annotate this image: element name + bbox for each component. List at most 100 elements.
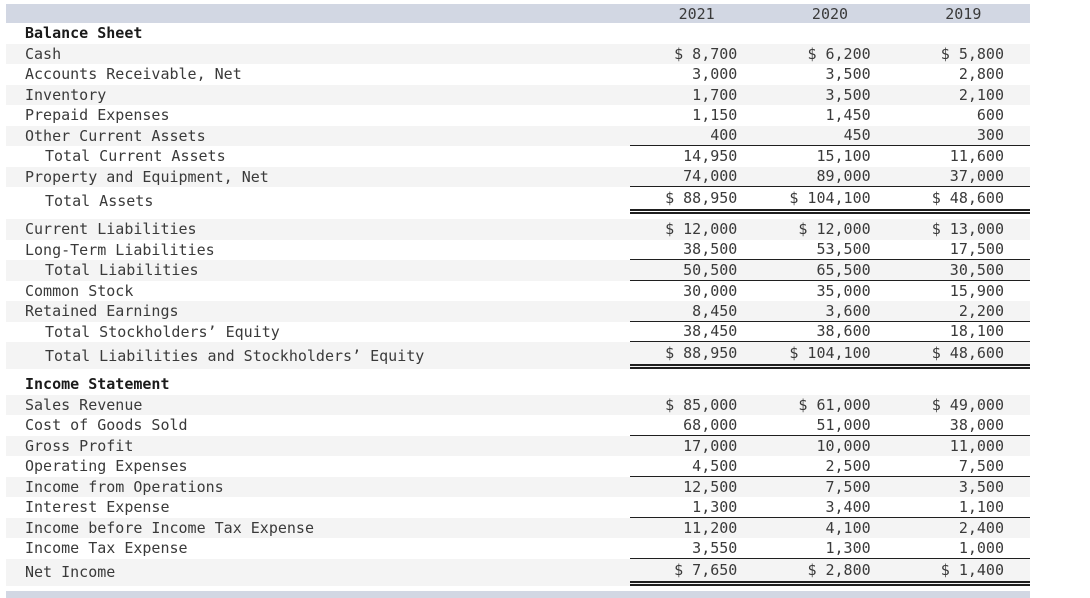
value-cell-2019[interactable]: $ 13,000 <box>931 220 1004 239</box>
value-cell-2021[interactable]: 68,000 <box>683 415 738 434</box>
row-label-cell[interactable]: Cost of Goods Sold <box>25 416 188 435</box>
value-cell-2020[interactable]: 38,600 <box>816 322 871 341</box>
value-cell-2019[interactable]: 2,200 <box>958 301 1004 320</box>
row-label-cell[interactable]: Total Liabilities and Stockholders’ Equi… <box>45 346 425 365</box>
value-cell-2019[interactable]: 2,400 <box>958 518 1004 537</box>
value-cell-2020[interactable]: $ 12,000 <box>798 220 871 239</box>
year-header-2020[interactable]: 2020 <box>811 4 849 23</box>
value-cell-2021[interactable]: 3,000 <box>692 65 738 84</box>
value-cell-2021[interactable]: 50,500 <box>683 260 738 279</box>
row-label-cell[interactable]: Net Income <box>25 563 116 581</box>
value-cell-2021[interactable]: 3,550 <box>692 538 738 557</box>
value-cell-2020[interactable] <box>763 374 896 395</box>
value-cell-2020[interactable]: 89,000 <box>816 167 871 186</box>
value-cell-2021[interactable]: 400 <box>710 126 738 145</box>
year-header-2021[interactable]: 2021 <box>678 4 715 23</box>
value-cell-2021[interactable]: $ 88,950 <box>665 189 738 207</box>
row-label-cell[interactable]: Prepaid Expenses <box>25 106 170 125</box>
value-cell-2020[interactable]: $ 2,800 <box>807 560 871 579</box>
row-label-cell[interactable]: Total Stockholders’ Equity <box>45 322 280 341</box>
value-cell-2020[interactable]: 35,000 <box>816 281 871 300</box>
value-cell-2019[interactable]: $ 48,600 <box>931 189 1004 207</box>
value-cell-2020[interactable]: 10,000 <box>816 436 871 455</box>
value-cell-2021[interactable]: $ 85,000 <box>665 395 738 414</box>
value-cell-2021[interactable]: 1,300 <box>692 497 738 516</box>
row-label-cell[interactable]: Long-Term Liabilities <box>25 240 215 259</box>
value-cell-2020[interactable]: 15,100 <box>816 147 871 166</box>
value-cell-2019[interactable]: 2,800 <box>958 65 1004 84</box>
value-cell-2021[interactable]: 17,000 <box>683 436 738 455</box>
row-label-cell[interactable]: Cash <box>25 44 62 63</box>
value-cell-2021[interactable]: 1,700 <box>692 85 738 104</box>
value-cell-2019[interactable]: $ 48,600 <box>931 344 1004 362</box>
value-cell-2019[interactable]: 30,500 <box>949 260 1004 279</box>
row-label-cell[interactable]: Income Tax Expense <box>25 539 188 558</box>
value-cell-2020[interactable]: $ 104,100 <box>789 344 871 362</box>
row-label-cell[interactable]: Income from Operations <box>25 477 224 496</box>
value-cell-2021[interactable]: $ 8,700 <box>674 44 738 63</box>
row-label-cell[interactable]: Income Statement <box>25 375 170 394</box>
row-label-cell[interactable]: Balance Sheet <box>25 24 143 43</box>
value-cell-2021[interactable]: 11,200 <box>683 518 738 537</box>
value-cell-2021[interactable] <box>630 374 763 395</box>
value-cell-2020[interactable]: $ 6,200 <box>807 44 871 63</box>
row-label-cell[interactable]: Other Current Assets <box>25 126 206 145</box>
row-label-cell[interactable]: Accounts Receivable, Net <box>25 65 242 84</box>
row-label-cell[interactable]: Total Liabilities <box>45 261 199 280</box>
value-cell-2019[interactable]: 300 <box>976 126 1004 145</box>
value-cell-2019[interactable]: 18,100 <box>949 322 1004 341</box>
value-cell-2019[interactable]: 600 <box>976 106 1004 125</box>
value-cell-2019[interactable]: 1,000 <box>958 538 1004 557</box>
value-cell-2021[interactable]: 12,500 <box>683 477 738 496</box>
value-cell-2021[interactable] <box>630 23 763 44</box>
value-cell-2020[interactable]: 1,450 <box>825 106 871 125</box>
row-label-cell[interactable]: Retained Earnings <box>25 302 179 321</box>
value-cell-2020[interactable]: 3,500 <box>825 85 871 104</box>
value-cell-2019[interactable]: $ 1,400 <box>940 560 1004 579</box>
row-label-cell[interactable]: Common Stock <box>25 281 134 300</box>
value-cell-2020[interactable] <box>763 23 896 44</box>
value-cell-2020[interactable]: 3,600 <box>825 301 871 320</box>
value-cell-2021[interactable]: 38,450 <box>683 322 738 341</box>
value-cell-2019[interactable] <box>897 23 1030 44</box>
row-label-cell[interactable]: Current Liabilities <box>25 220 197 239</box>
value-cell-2019[interactable]: 1,100 <box>958 497 1004 516</box>
value-cell-2020[interactable]: $ 61,000 <box>798 395 871 414</box>
value-cell-2019[interactable]: 2,100 <box>958 85 1004 104</box>
value-cell-2020[interactable]: 3,500 <box>825 65 871 84</box>
value-cell-2020[interactable]: 65,500 <box>816 260 871 279</box>
value-cell-2019[interactable]: 11,600 <box>949 147 1004 166</box>
value-cell-2020[interactable]: 4,100 <box>825 518 871 537</box>
value-cell-2020[interactable]: 3,400 <box>825 497 871 516</box>
row-label-cell[interactable]: Total Assets <box>45 191 154 210</box>
row-label-cell[interactable]: Gross Profit <box>25 436 134 455</box>
value-cell-2020[interactable]: 2,500 <box>825 456 871 475</box>
value-cell-2021[interactable]: $ 7,650 <box>674 560 738 579</box>
row-label-cell[interactable]: Operating Expenses <box>25 457 188 476</box>
value-cell-2019[interactable]: 17,500 <box>949 240 1004 259</box>
value-cell-2019[interactable]: 38,000 <box>949 415 1004 434</box>
value-cell-2021[interactable]: $ 12,000 <box>665 220 738 239</box>
row-label-cell[interactable]: Inventory <box>25 85 107 104</box>
value-cell-2019[interactable]: 15,900 <box>949 281 1004 300</box>
value-cell-2019[interactable]: 3,500 <box>958 477 1004 496</box>
value-cell-2019[interactable]: $ 5,800 <box>940 44 1004 63</box>
row-label-cell[interactable]: Interest Expense <box>25 498 170 517</box>
year-header-2019[interactable]: 2019 <box>945 4 982 23</box>
value-cell-2021[interactable]: 38,500 <box>683 240 738 259</box>
value-cell-2021[interactable]: 8,450 <box>692 301 738 320</box>
value-cell-2020[interactable]: $ 104,100 <box>789 189 871 207</box>
row-label-cell[interactable]: Total Current Assets <box>45 147 226 166</box>
value-cell-2020[interactable]: 450 <box>843 126 871 145</box>
value-cell-2020[interactable]: 7,500 <box>825 477 871 496</box>
value-cell-2019[interactable] <box>897 374 1030 395</box>
value-cell-2021[interactable]: 14,950 <box>683 147 738 166</box>
year-header-empty-cell[interactable] <box>6 4 630 23</box>
value-cell-2021[interactable]: 1,150 <box>692 106 738 125</box>
value-cell-2019[interactable]: 37,000 <box>949 167 1004 186</box>
value-cell-2021[interactable]: 30,000 <box>683 281 738 300</box>
value-cell-2019[interactable]: 7,500 <box>958 456 1004 475</box>
value-cell-2021[interactable]: 74,000 <box>683 167 738 186</box>
row-label-cell[interactable]: Sales Revenue <box>25 395 143 414</box>
value-cell-2019[interactable]: 11,000 <box>949 436 1004 455</box>
